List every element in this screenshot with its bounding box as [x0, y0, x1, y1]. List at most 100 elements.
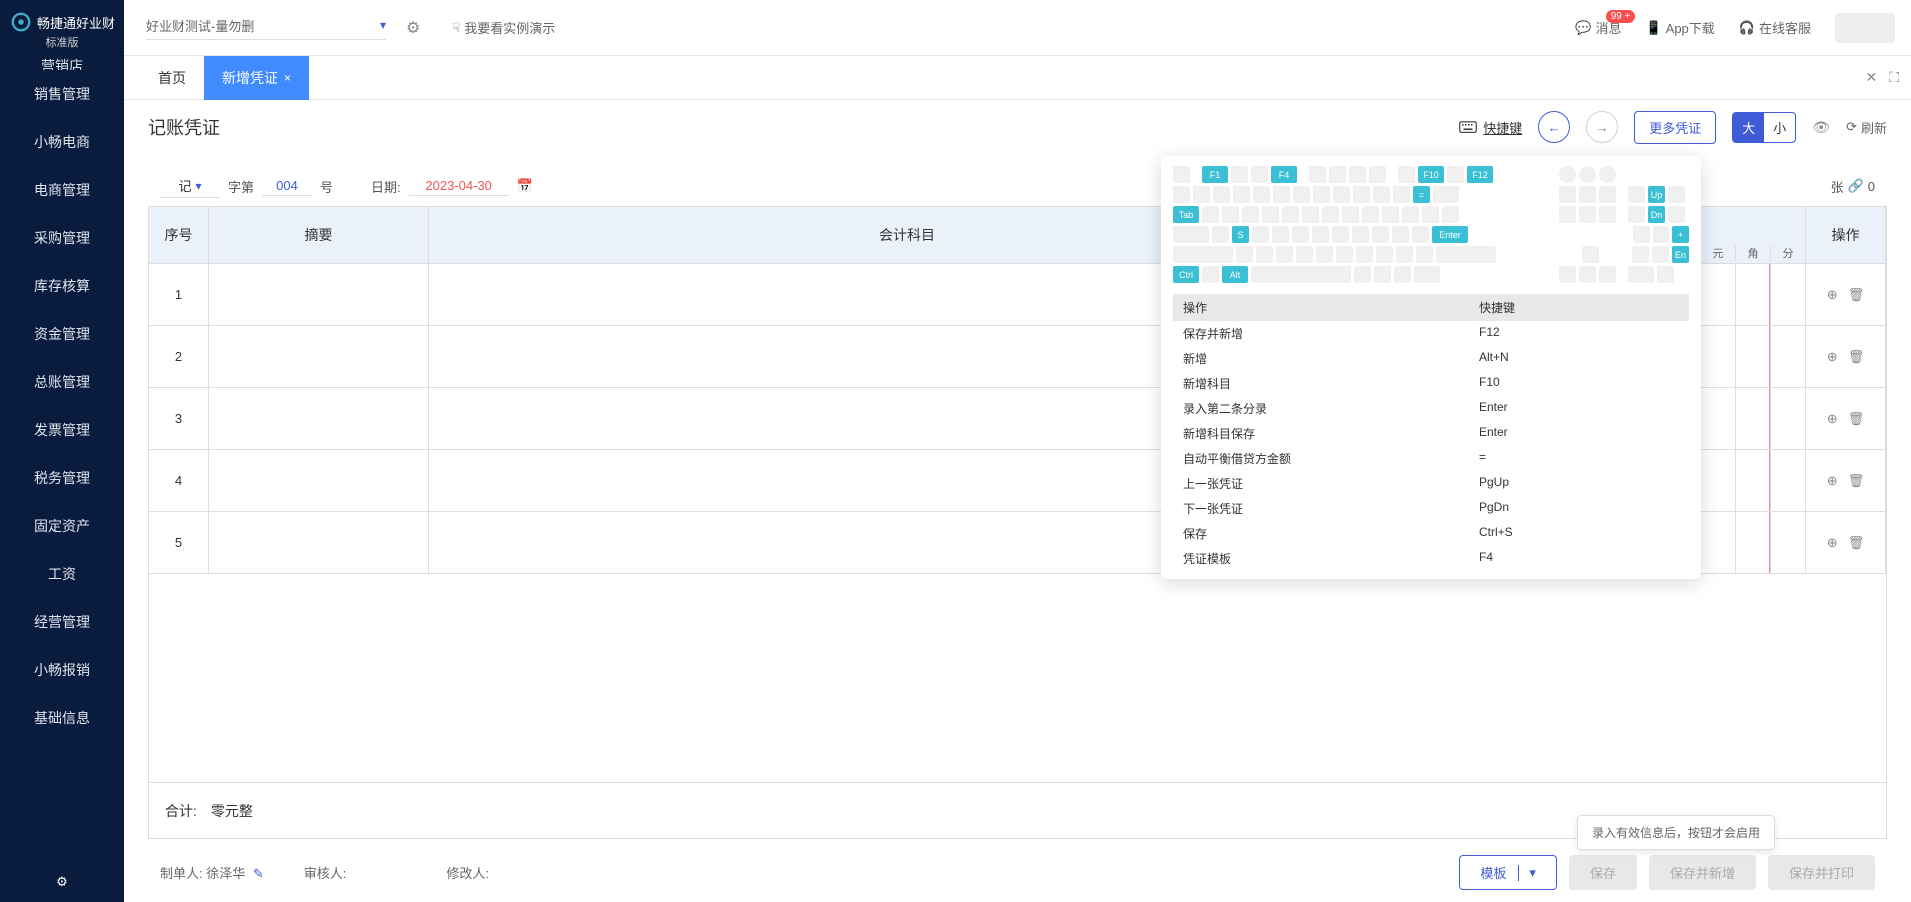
- attachment-icon[interactable]: 🔗: [1848, 178, 1864, 194]
- sidebar-item-1[interactable]: 销售管理: [0, 70, 124, 118]
- row-summary-cell[interactable]: [209, 264, 429, 325]
- demo-link[interactable]: ☟ 我要看实例演示: [452, 18, 555, 37]
- sidebar-item-8[interactable]: 发票管理: [0, 406, 124, 454]
- row-seq: 1: [149, 264, 209, 325]
- more-vouchers-button[interactable]: 更多凭证: [1634, 111, 1716, 144]
- row-summary-cell[interactable]: [209, 388, 429, 449]
- save-new-label: 保存并新增: [1670, 866, 1735, 881]
- add-row-icon[interactable]: ⊕: [1827, 473, 1838, 489]
- next-voucher-button[interactable]: →: [1586, 111, 1618, 143]
- fullscreen-icon[interactable]: ⛶: [1889, 69, 1899, 86]
- sidebar-settings-icon[interactable]: ⚙: [0, 862, 124, 902]
- table-header-seq: 序号: [149, 207, 209, 263]
- logo-area: 畅捷通好业财 标准版: [0, 0, 124, 56]
- date-label: 日期:: [371, 177, 401, 196]
- sidebar-item-12[interactable]: 经营管理: [0, 598, 124, 646]
- sidebar-item-13[interactable]: 小畅报销: [0, 646, 124, 694]
- size-big-button[interactable]: 大: [1733, 113, 1764, 142]
- voucher-type-select[interactable]: 记 ▾: [160, 174, 220, 198]
- table-header-summary: 摘要: [209, 207, 429, 263]
- row-summary-cell[interactable]: [209, 326, 429, 387]
- shortcut-op: 保存: [1183, 525, 1479, 542]
- voucher-number-input[interactable]: [262, 176, 312, 196]
- delete-row-icon[interactable]: 🗑: [1848, 535, 1865, 551]
- settings-gear-icon[interactable]: ⚙: [406, 18, 420, 38]
- shortcut-link[interactable]: 快捷键: [1459, 118, 1522, 137]
- key-ctrl: Ctrl: [1173, 266, 1199, 283]
- sidebar-item-2[interactable]: 小畅电商: [0, 118, 124, 166]
- tooltip-text: 录入有效信息后，按钮才会启用: [1592, 826, 1760, 840]
- add-row-icon[interactable]: ⊕: [1827, 349, 1838, 365]
- add-row-icon[interactable]: ⊕: [1827, 411, 1838, 427]
- shortcut-op: 保存并新增: [1183, 325, 1479, 342]
- save-button: 保存: [1569, 855, 1637, 890]
- eye-icon[interactable]: 👁: [1812, 119, 1830, 136]
- sidebar-item-7[interactable]: 总账管理: [0, 358, 124, 406]
- shortcut-key: F10: [1479, 375, 1679, 392]
- row-seq: 4: [149, 450, 209, 511]
- avatar[interactable]: [1835, 13, 1895, 43]
- refresh-button[interactable]: ⟳ 刷新: [1846, 118, 1887, 137]
- calendar-icon[interactable]: 📅: [517, 178, 533, 194]
- shortcut-row: 录入第二条分录Enter: [1173, 396, 1689, 421]
- tab-close-all-icon[interactable]: ✕: [1865, 69, 1877, 86]
- tab-close-icon[interactable]: ×: [284, 71, 291, 85]
- app-header: 好业财测试-量勿删 ▾ ⚙ ☟ 我要看实例演示 💬 消息 99 + 📱 App下…: [0, 0, 1911, 56]
- digit-label: 分: [1770, 245, 1805, 261]
- modifier-label: 修改人:: [446, 863, 489, 882]
- save-and-new-button: 保存并新增: [1649, 855, 1756, 890]
- shortcut-head-op: 操作: [1183, 299, 1479, 316]
- shortcut-key: Enter: [1479, 400, 1679, 417]
- page-title-bar: 记账凭证 快捷键 ← → 更多凭证 大 小 👁 ⟳ 刷新: [124, 100, 1911, 154]
- sidebar-item-4[interactable]: 采购管理: [0, 214, 124, 262]
- sidebar-item-11[interactable]: 工资: [0, 550, 124, 598]
- shortcut-row: 凭证模板F4: [1173, 546, 1689, 571]
- online-service-button[interactable]: 🎧 在线客服: [1739, 18, 1811, 37]
- row-seq: 5: [149, 512, 209, 573]
- row-summary-cell[interactable]: [209, 450, 429, 511]
- tabs-bar: 首页 新增凭证 × ✕ ⛶: [124, 56, 1911, 100]
- voucher-type-value: 记: [178, 176, 191, 195]
- delete-row-icon[interactable]: 🗑: [1848, 473, 1865, 489]
- edit-maker-icon[interactable]: ✎: [253, 866, 264, 881]
- headset-icon: 🎧: [1739, 20, 1755, 36]
- sidebar-item-0[interactable]: 营销店: [0, 56, 124, 70]
- row-op-cell: ⊕🗑: [1806, 450, 1886, 511]
- template-button[interactable]: 模板 ▾: [1459, 855, 1557, 890]
- voucher-number-suffix: 号: [320, 177, 333, 196]
- size-small-button[interactable]: 小: [1764, 113, 1795, 142]
- shortcut-op: 新增科目: [1183, 375, 1479, 392]
- row-summary-cell[interactable]: [209, 512, 429, 573]
- keyboard-visual: F1 F4 F10 F12 =: [1173, 166, 1689, 286]
- digit-label: 角: [1735, 245, 1770, 261]
- chevron-down-icon: ▾: [380, 18, 386, 32]
- sidebar-item-6[interactable]: 资金管理: [0, 310, 124, 358]
- date-input[interactable]: [409, 176, 509, 196]
- save-print-label: 保存并打印: [1789, 866, 1854, 881]
- sidebar-item-10[interactable]: 固定资产: [0, 502, 124, 550]
- delete-row-icon[interactable]: 🗑: [1848, 349, 1865, 365]
- tab-new-voucher[interactable]: 新增凭证 ×: [204, 56, 309, 100]
- add-row-icon[interactable]: ⊕: [1827, 287, 1838, 303]
- chevron-down-icon[interactable]: ▾: [1518, 865, 1536, 881]
- app-download-button[interactable]: 📱 App下载: [1645, 18, 1714, 37]
- shortcut-op: 自动平衡借贷方金额: [1183, 450, 1479, 467]
- company-selector[interactable]: 好业财测试-量勿删 ▾: [146, 16, 386, 40]
- shortcut-op: 录入第二条分录: [1183, 400, 1479, 417]
- sidebar: 畅捷通好业财 标准版 营销店销售管理小畅电商电商管理采购管理库存核算资金管理总账…: [0, 56, 124, 902]
- message-button[interactable]: 💬 消息 99 +: [1575, 18, 1621, 37]
- sidebar-item-3[interactable]: 电商管理: [0, 166, 124, 214]
- delete-row-icon[interactable]: 🗑: [1848, 411, 1865, 427]
- prev-voucher-button[interactable]: ←: [1538, 111, 1570, 143]
- sidebar-item-9[interactable]: 税务管理: [0, 454, 124, 502]
- shortcut-row: 保存并新增F12: [1173, 321, 1689, 346]
- save-label: 保存: [1590, 866, 1616, 881]
- company-name: 好业财测试-量勿删: [146, 16, 254, 35]
- delete-row-icon[interactable]: 🗑: [1848, 287, 1865, 303]
- tab-home[interactable]: 首页: [140, 56, 204, 100]
- add-row-icon[interactable]: ⊕: [1827, 535, 1838, 551]
- key-s: S: [1232, 226, 1249, 243]
- sidebar-item-14[interactable]: 基础信息: [0, 694, 124, 742]
- sidebar-item-5[interactable]: 库存核算: [0, 262, 124, 310]
- shortcut-key: F4: [1479, 550, 1679, 567]
